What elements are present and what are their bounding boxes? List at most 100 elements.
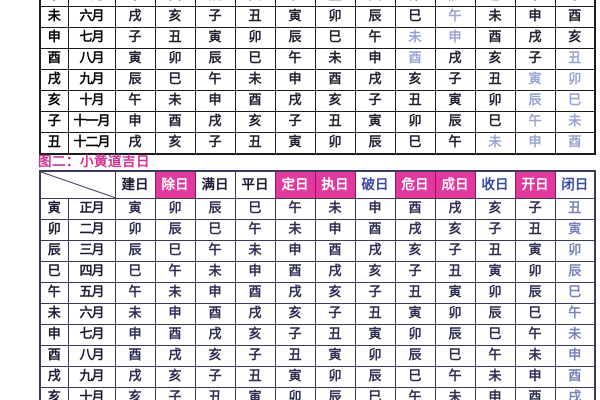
fig2-day-cell: 卯	[154, 198, 196, 220]
fig1-day-cell: 酉	[394, 48, 436, 70]
fig2-day-cell: 亥	[234, 324, 276, 346]
fig2-day-cell: 子	[354, 282, 396, 304]
fig2-day-cell: 酉	[514, 387, 556, 400]
fig2-day-cell: 辰	[474, 303, 516, 325]
fig2-day-cell: 未	[274, 219, 316, 241]
fig2-header-执日: 执日	[314, 170, 356, 199]
fig2-branch-cell: 卯	[39, 219, 69, 241]
fig2-day-cell: 丑	[474, 240, 516, 262]
fig2-day-cell: 卯	[514, 261, 556, 283]
fig1-day-cell: 辰	[274, 27, 316, 49]
fig1-day-cell: 申	[514, 6, 556, 28]
fig1-month-row: 申七月子丑寅卯辰巳午未申酉戌亥	[39, 27, 596, 49]
fig1-day-cell: 戌	[274, 90, 316, 112]
fig2-branch-cell: 辰	[39, 240, 69, 262]
fig2-day-cell: 寅	[114, 198, 156, 220]
fig2-day-cell: 亥	[194, 345, 236, 367]
fig2-day-cell: 未	[234, 240, 276, 262]
fig1-month-cell: 十一月	[67, 111, 116, 133]
fig1-day-cell: 辰	[114, 69, 156, 91]
fig1-day-cell: 卯	[154, 48, 196, 70]
fig2-day-cell: 戌	[354, 240, 396, 262]
fig2-month-cell: 八月	[67, 345, 116, 367]
fig1-day-cell: 午	[274, 48, 316, 70]
fig1-day-cell: 丑	[154, 27, 196, 49]
fig2-day-cell: 酉	[554, 366, 596, 388]
fig2-day-cell: 辰	[354, 366, 396, 388]
fig1-day-cell: 子	[514, 48, 556, 70]
fig2-day-cell: 寅	[434, 282, 476, 304]
fig2-day-cell: 辰	[114, 240, 156, 262]
fig2-month-cell: 二月	[67, 219, 116, 241]
fig1-day-cell: 亥	[234, 111, 276, 133]
fig2-day-cell: 申	[554, 345, 596, 367]
fig1-day-cell: 申	[354, 48, 396, 70]
fig2-day-cell: 戌	[554, 387, 596, 400]
fig2-day-cell: 午	[514, 324, 556, 346]
fig2-day-cell: 巳	[554, 282, 596, 304]
fig1-day-cell: 戌	[114, 6, 156, 28]
fig2-day-cell: 午	[114, 282, 156, 304]
fig1-day-cell: 丑	[234, 6, 276, 28]
fig2-day-cell: 巳	[474, 324, 516, 346]
fig2-day-cell: 未	[514, 345, 556, 367]
fig1-day-cell: 亥	[554, 27, 596, 49]
fig1-branch-cell: 未	[39, 6, 69, 28]
fig1-day-cell: 申	[514, 132, 556, 155]
fig1-branch-cell: 戌	[39, 69, 69, 91]
fig2-day-cell: 卯	[114, 219, 156, 241]
fig1-branch-cell: 酉	[39, 48, 69, 70]
fig2-day-cell: 卯	[354, 345, 396, 367]
fig1-day-cell: 申	[274, 69, 316, 91]
fig1-month-row: 戌九月辰巳午未申酉戌亥子丑寅卯	[39, 69, 596, 91]
fig2-branch-cell: 申	[39, 324, 69, 346]
fig1-day-cell: 亥	[394, 69, 436, 91]
fig2-day-cell: 戌	[154, 345, 196, 367]
fig1-day-cell: 卯	[554, 69, 596, 91]
fig2-month-row: 午五月午未申酉戌亥子丑寅卯辰巳	[39, 282, 596, 304]
figure1-month-branch-table: 午五月申酉戌亥子丑寅卯辰巳午未未六月戌亥子丑寅卯辰巳午未申酉申七月子丑寅卯辰巳午…	[39, 0, 596, 155]
fig1-day-cell: 酉	[234, 90, 276, 112]
fig2-header-除日: 除日	[154, 170, 196, 199]
fig1-day-cell: 亥	[474, 48, 516, 70]
fig1-day-cell: 卯	[314, 6, 356, 28]
fig1-day-cell: 酉	[474, 27, 516, 49]
fig1-branch-cell: 子	[39, 111, 69, 133]
fig2-month-row: 酉八月酉戌亥子丑寅卯辰巳午未申	[39, 345, 596, 367]
fig1-day-cell: 寅	[114, 48, 156, 70]
fig2-day-cell: 酉	[354, 219, 396, 241]
fig2-month-cell: 九月	[67, 366, 116, 388]
fig2-day-cell: 申	[474, 387, 516, 400]
fig1-day-cell: 子	[194, 132, 236, 155]
fig2-day-cell: 亥	[354, 261, 396, 283]
fig1-day-cell: 丑	[314, 111, 356, 133]
fig2-day-cell: 子	[434, 240, 476, 262]
fig2-day-cell: 子	[314, 303, 356, 325]
fig1-day-cell: 戌	[354, 69, 396, 91]
fig2-day-cell: 酉	[274, 261, 316, 283]
fig2-day-cell: 寅	[234, 387, 276, 400]
fig2-day-cell: 午	[274, 198, 316, 220]
fig1-day-cell: 子	[434, 69, 476, 91]
diagonal-line	[41, 172, 114, 198]
fig2-day-cell: 申	[194, 282, 236, 304]
fig1-day-cell: 未	[474, 132, 516, 155]
fig1-day-cell: 子	[114, 27, 156, 49]
fig2-day-cell: 申	[514, 366, 556, 388]
fig1-day-cell: 辰	[514, 90, 556, 112]
fig2-day-cell: 午	[554, 303, 596, 325]
fig1-day-cell: 亥	[154, 132, 196, 155]
fig1-day-cell: 未	[234, 69, 276, 91]
fig2-day-cell: 戌	[314, 261, 356, 283]
fig2-day-cell: 未	[154, 282, 196, 304]
fig2-header-闭日: 闭日	[554, 170, 596, 199]
fig2-branch-cell: 酉	[39, 345, 69, 367]
fig1-day-cell: 卯	[394, 111, 436, 133]
fig1-day-cell: 丑	[394, 90, 436, 112]
fig2-day-cell: 巳	[434, 345, 476, 367]
fig1-day-cell: 亥	[154, 6, 196, 28]
fig2-day-cell: 子	[194, 366, 236, 388]
fig2-day-cell: 辰	[514, 282, 556, 304]
fig1-day-cell: 申	[114, 111, 156, 133]
fig1-month-cell: 八月	[67, 48, 116, 70]
